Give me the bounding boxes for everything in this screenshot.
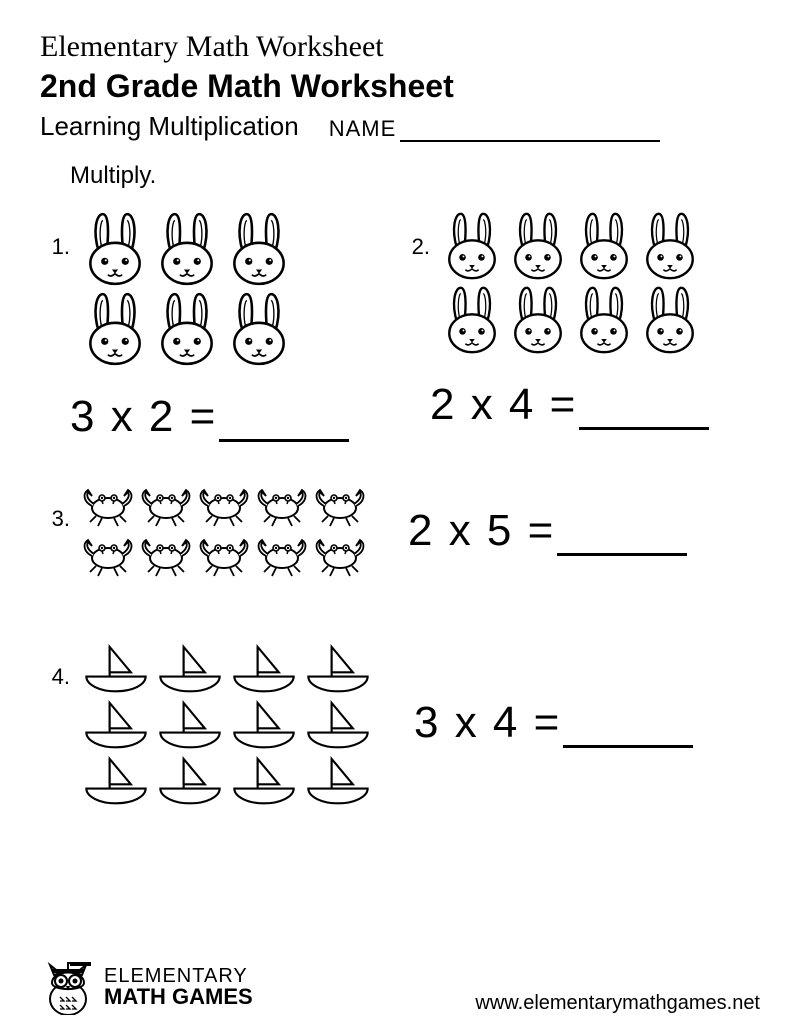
icon-grid-bunny — [80, 210, 294, 368]
equation-text: 3 x 4 = — [414, 698, 561, 748]
answer-blank[interactable] — [563, 708, 693, 748]
super-title: Elementary Math Worksheet — [40, 30, 760, 64]
problem-1: 1. 3 x 2 = — [40, 210, 400, 442]
boat-icon — [228, 696, 300, 750]
bunny-icon — [152, 290, 222, 368]
name-blank-line[interactable] — [400, 120, 660, 142]
bunny-icon — [506, 210, 570, 282]
crab-icon — [254, 482, 310, 530]
icon-grid-bunny — [440, 210, 702, 356]
question-number: 1. — [40, 210, 80, 260]
answer-blank[interactable] — [557, 516, 687, 556]
footer: ELEMENTARY MATH GAMES www.elementarymath… — [0, 959, 800, 1015]
bunny-icon — [440, 284, 504, 356]
boat-icon — [154, 696, 226, 750]
question-number: 2. — [400, 210, 440, 260]
bunny-icon — [80, 290, 150, 368]
footer-logo-line1: ELEMENTARY — [104, 966, 253, 986]
question-number: 4. — [40, 640, 80, 690]
crab-icon — [138, 532, 194, 580]
boat-icon — [80, 752, 152, 806]
footer-url: www.elementarymathgames.net — [475, 992, 760, 1015]
boat-icon — [228, 752, 300, 806]
crab-icon — [312, 532, 368, 580]
crab-icon — [196, 482, 252, 530]
footer-logo-line2: MATH GAMES — [104, 986, 253, 1008]
boat-icon — [228, 640, 300, 694]
boat-icon — [302, 640, 374, 694]
main-title: 2nd Grade Math Worksheet — [40, 68, 760, 105]
footer-logo: ELEMENTARY MATH GAMES — [40, 959, 253, 1015]
problem-3: 3. 2 x 5 = — [40, 482, 760, 580]
crab-icon — [254, 532, 310, 580]
bunny-icon — [572, 210, 636, 282]
icon-grid-crab — [80, 482, 368, 580]
bunny-icon — [224, 210, 294, 288]
bunny-icon — [572, 284, 636, 356]
bunny-icon — [638, 284, 702, 356]
crab-icon — [80, 482, 136, 530]
boat-icon — [154, 752, 226, 806]
crab-icon — [312, 482, 368, 530]
crab-icon — [80, 532, 136, 580]
icon-grid-boat — [80, 640, 374, 806]
problem-4: 4. 3 x 4 = — [40, 640, 760, 806]
owl-icon — [40, 959, 96, 1015]
boat-icon — [302, 696, 374, 750]
instruction: Multiply. — [70, 162, 760, 190]
boat-icon — [154, 640, 226, 694]
crab-icon — [138, 482, 194, 530]
equation-text: 2 x 5 = — [408, 506, 555, 556]
question-number: 3. — [40, 482, 80, 532]
equation-text: 2 x 4 = — [430, 380, 577, 430]
bunny-icon — [80, 210, 150, 288]
bunny-icon — [506, 284, 570, 356]
bunny-icon — [440, 210, 504, 282]
problem-2: 2. 2 x 4 = — [400, 210, 760, 442]
boat-icon — [80, 640, 152, 694]
answer-blank[interactable] — [579, 390, 709, 430]
bunny-icon — [152, 210, 222, 288]
equation-text: 3 x 2 = — [70, 392, 217, 442]
bunny-icon — [638, 210, 702, 282]
bunny-icon — [224, 290, 294, 368]
subtitle: Learning Multiplication — [40, 111, 299, 142]
crab-icon — [196, 532, 252, 580]
boat-icon — [80, 696, 152, 750]
problems-top-row: 1. 3 x 2 = 2. 2 x 4 = — [40, 210, 760, 442]
name-label: NAME — [329, 116, 397, 142]
boat-icon — [302, 752, 374, 806]
answer-blank[interactable] — [219, 402, 349, 442]
